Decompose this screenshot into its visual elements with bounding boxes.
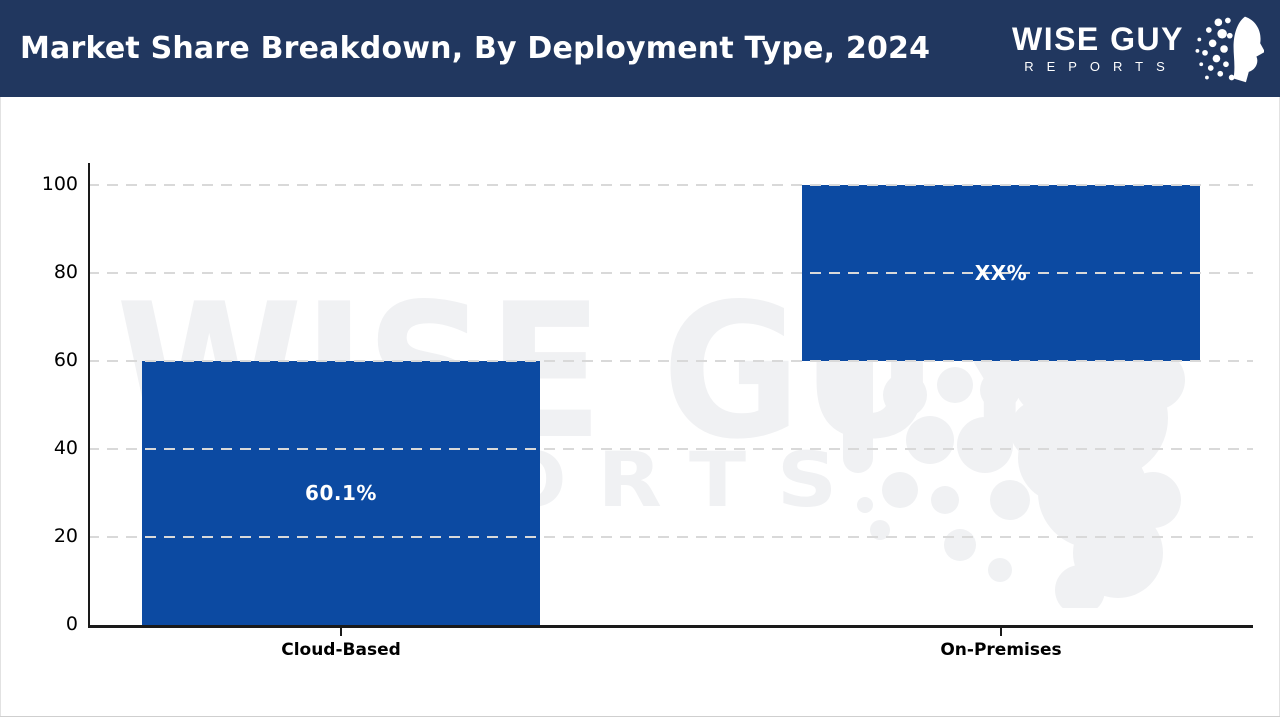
x-axis-category-label: Cloud-Based: [281, 640, 401, 660]
x-axis-line: [88, 625, 1253, 628]
header-bar: Market Share Breakdown, By Deployment Ty…: [0, 0, 1280, 97]
y-axis-line: [88, 163, 90, 628]
page-left-edge: [0, 97, 1, 717]
y-axis-tick-label: 60: [53, 349, 78, 371]
bar-value-label: XX%: [974, 260, 1028, 285]
gridline-40: [88, 448, 1253, 450]
y-axis-tick-label: 100: [41, 173, 78, 195]
dotted-face-logo-icon: [1186, 9, 1264, 89]
x-axis-category-label: On-Premises: [940, 640, 1062, 660]
gridline-80: [88, 272, 1253, 274]
x-axis-tick: [1000, 628, 1002, 636]
y-axis-tick-label: 0: [65, 613, 78, 635]
brand-logo-text: WISE GUY REPORTS: [1012, 23, 1184, 74]
y-axis-tick-label: 40: [53, 437, 78, 459]
gridline-20: [88, 536, 1253, 538]
bar-cloud-based: [142, 360, 540, 625]
brand-subname: REPORTS: [1024, 58, 1178, 74]
gridline-60: [88, 360, 1253, 362]
page-bottom-rule: [0, 716, 1280, 717]
brand-logo: WISE GUY REPORTS: [1012, 9, 1264, 89]
y-axis-tick-label: 80: [53, 261, 78, 283]
page-title: Market Share Breakdown, By Deployment Ty…: [20, 31, 931, 66]
x-axis-tick: [340, 628, 342, 636]
y-axis-tick-label: 20: [53, 525, 78, 547]
gridline-100: [88, 184, 1253, 186]
brand-name: WISE GUY: [1011, 21, 1184, 58]
bar-value-label: 60.1%: [305, 480, 377, 505]
